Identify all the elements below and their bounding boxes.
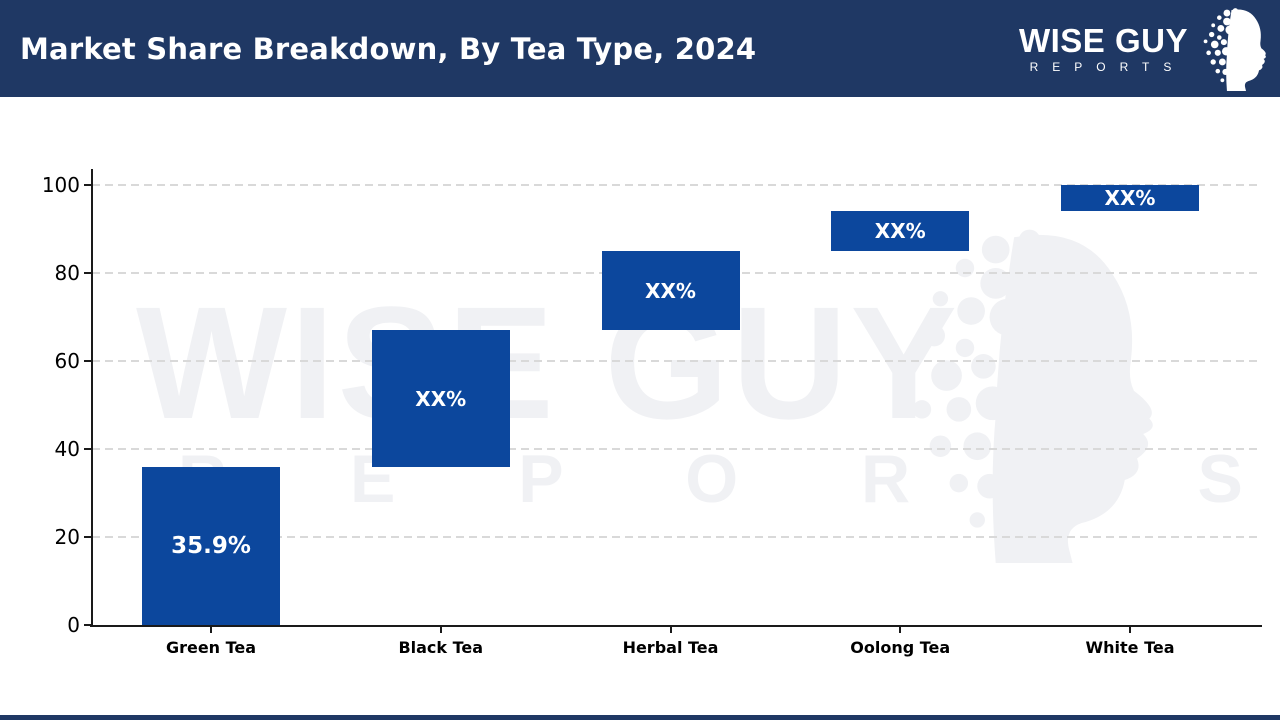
watermark-head-profile-icon <box>901 229 1153 563</box>
x-axis-label-herbal-tea: Herbal Tea <box>622 638 719 657</box>
logo-text: WISE GUY REPORTS <box>1019 24 1188 74</box>
x-axis-label-black-tea: Black Tea <box>398 638 484 657</box>
x-axis-tick-green-tea <box>210 627 212 633</box>
gridline-100 <box>92 184 1262 186</box>
x-axis-tick-herbal-tea <box>669 627 672 633</box>
y-axis-spine <box>91 169 93 627</box>
x-axis-label-green-tea: Green Tea <box>165 638 257 657</box>
y-axis-tick-80 <box>84 272 92 274</box>
bar-black-tea: XX% <box>371 330 510 468</box>
bar-value-label-oolong-tea: XX% <box>874 219 926 244</box>
wise-guy-logo: WISE GUY REPORTS <box>1019 5 1270 93</box>
chart-area: WISE GUY R E P O R T S <box>0 97 1280 715</box>
y-axis-tick-label-20: 20 <box>54 525 80 549</box>
x-axis-label-white-tea: White Tea <box>1085 638 1175 657</box>
y-axis-tick-label-40: 40 <box>54 437 80 461</box>
x-axis-label-oolong-tea: Oolong Tea <box>850 638 951 657</box>
bar-green-tea: 35.9% <box>142 467 280 625</box>
gridline-60 <box>92 360 1262 362</box>
bar-value-label-white-tea: XX% <box>1104 186 1156 211</box>
x-axis-tick-oolong-tea <box>899 627 902 633</box>
bar-value-label-green-tea: 35.9% <box>171 533 251 559</box>
logo-subtitle: REPORTS <box>1029 59 1186 74</box>
y-axis-tick-label-0: 0 <box>67 613 80 637</box>
y-axis-tick-40 <box>84 448 92 450</box>
bar-value-label-herbal-tea: XX% <box>645 278 696 303</box>
bar-value-label-black-tea: XX% <box>415 386 467 411</box>
y-axis-tick-label-80: 80 <box>54 261 80 285</box>
page-title: Market Share Breakdown, By Tea Type, 202… <box>20 31 757 66</box>
head-profile-icon <box>1203 8 1266 91</box>
x-axis-tick-black-tea <box>439 627 442 633</box>
footer-strip <box>0 715 1280 720</box>
gridline-20 <box>92 536 1262 538</box>
header-banner: Market Share Breakdown, By Tea Type, 202… <box>0 0 1280 97</box>
bar-white-tea: XX% <box>1061 185 1199 212</box>
bar-herbal-tea: XX% <box>601 251 740 331</box>
x-axis-tick-white-tea <box>1129 627 1131 633</box>
y-axis-tick-label-60: 60 <box>54 349 80 373</box>
watermark-subtitle: R E P O R T S <box>178 441 1280 517</box>
y-axis-tick-60 <box>84 360 92 362</box>
y-axis-tick-0 <box>84 624 92 626</box>
x-axis-spine <box>90 625 1262 627</box>
y-axis-tick-label-100: 100 <box>41 173 80 197</box>
logo-wordmark: WISE GUY <box>1018 22 1188 60</box>
watermark-wordmark: WISE GUY <box>136 273 961 452</box>
gridline-40 <box>92 448 1262 450</box>
y-axis-tick-20 <box>84 536 92 538</box>
y-axis-tick-100 <box>84 184 92 186</box>
bar-oolong-tea: XX% <box>831 211 970 251</box>
